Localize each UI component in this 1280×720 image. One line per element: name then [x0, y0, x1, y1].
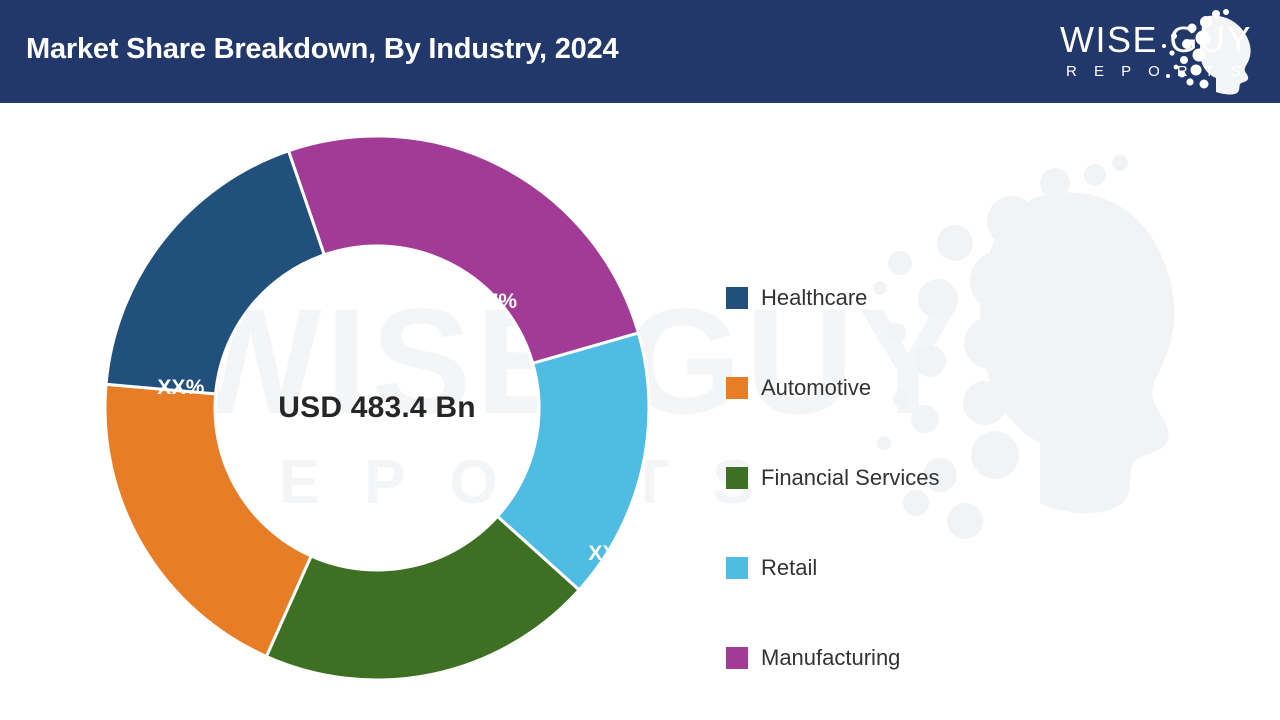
legend-label-healthcare: Healthcare: [761, 285, 868, 310]
legend-item-manufacturing[interactable]: Manufacturing: [726, 613, 1156, 703]
slice-label-healthcare: XX%: [157, 376, 205, 399]
legend-label-automotive: Automotive: [761, 375, 872, 400]
chart-area: WISE GUY REPORTS 25.7%: [0, 103, 1280, 720]
slice-label-automotive: XX%: [164, 635, 212, 658]
donut-slice-financial-services[interactable]: [264, 514, 582, 682]
svg-text:WISE GUY: WISE GUY: [1060, 19, 1252, 60]
wise-guy-reports-logo: WISE GUY R E P O R T S: [1056, 8, 1274, 96]
donut-chart: 25.7% XX% XX% XX% XX% USD 483.4 Bn: [0, 103, 760, 720]
legend-item-retail[interactable]: Retail: [726, 523, 1156, 613]
slice-label-retail: XX%: [588, 542, 636, 565]
svg-text:R E P O R T S: R E P O R T S: [1066, 63, 1247, 80]
legend-swatch-retail: [726, 557, 748, 579]
chart-legend: Healthcare Automotive Financial Services…: [726, 253, 1156, 703]
legend-swatch-financial-services: [726, 467, 748, 489]
donut-slices: [103, 134, 651, 682]
logo-icon: WISE GUY R E P O R T S: [1060, 9, 1252, 95]
legend-item-automotive[interactable]: Automotive: [726, 343, 1156, 433]
legend-label-manufacturing: Manufacturing: [761, 645, 901, 670]
page-title: Market Share Breakdown, By Industry, 202…: [26, 33, 619, 65]
donut-slice-manufacturing[interactable]: [286, 134, 641, 366]
legend-item-financial-services[interactable]: Financial Services: [726, 433, 1156, 523]
legend-label-retail: Retail: [761, 555, 818, 580]
donut-center-value: USD 483.4 Bn: [278, 391, 476, 424]
legend-swatch-healthcare: [726, 287, 748, 309]
donut-slice-retail[interactable]: [495, 331, 651, 593]
legend-label-financial-services: Financial Services: [761, 465, 940, 490]
donut-chart-svg: [103, 134, 651, 682]
legend-item-healthcare[interactable]: Healthcare: [726, 253, 1156, 343]
legend-swatch-manufacturing: [726, 647, 748, 669]
page-header: Market Share Breakdown, By Industry, 202…: [0, 0, 1280, 103]
donut-slice-healthcare[interactable]: [104, 148, 327, 396]
slice-label-manufacturing: 25.7%: [456, 290, 518, 313]
donut-slice-automotive[interactable]: [103, 382, 314, 659]
legend-swatch-automotive: [726, 377, 748, 399]
